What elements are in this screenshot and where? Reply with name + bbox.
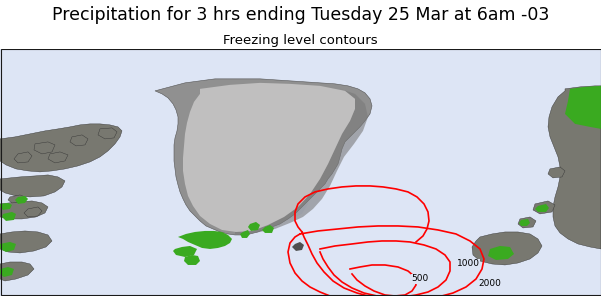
Polygon shape — [0, 231, 52, 253]
Polygon shape — [0, 262, 34, 281]
Polygon shape — [14, 152, 32, 163]
Polygon shape — [535, 204, 549, 212]
Polygon shape — [519, 219, 530, 226]
Text: 2000: 2000 — [478, 279, 501, 289]
Polygon shape — [48, 152, 68, 163]
Text: Precipitation for 3 hrs ending Tuesday 25 Mar at 6am -03: Precipitation for 3 hrs ending Tuesday 2… — [52, 6, 549, 24]
Polygon shape — [98, 128, 117, 139]
Polygon shape — [34, 142, 55, 154]
Polygon shape — [24, 207, 42, 217]
Polygon shape — [8, 195, 25, 203]
Polygon shape — [488, 246, 514, 260]
Polygon shape — [70, 135, 88, 146]
Text: 500: 500 — [411, 274, 429, 284]
Text: 1000: 1000 — [457, 260, 480, 268]
Polygon shape — [518, 217, 536, 228]
Polygon shape — [184, 255, 200, 265]
Polygon shape — [0, 175, 65, 197]
Polygon shape — [533, 201, 555, 214]
Polygon shape — [240, 230, 250, 238]
Polygon shape — [292, 242, 304, 251]
Polygon shape — [248, 222, 260, 231]
Text: Freezing level contours: Freezing level contours — [223, 33, 378, 46]
Polygon shape — [173, 246, 197, 257]
Polygon shape — [472, 232, 542, 265]
Polygon shape — [178, 231, 232, 249]
Polygon shape — [0, 267, 14, 277]
Polygon shape — [548, 86, 601, 249]
Polygon shape — [262, 225, 274, 233]
Polygon shape — [548, 167, 565, 178]
Polygon shape — [0, 201, 48, 219]
Polygon shape — [155, 79, 372, 235]
Polygon shape — [565, 86, 601, 129]
Polygon shape — [0, 124, 122, 172]
Polygon shape — [183, 83, 355, 232]
Polygon shape — [0, 203, 12, 210]
Polygon shape — [250, 187, 308, 221]
Polygon shape — [2, 212, 16, 221]
Polygon shape — [15, 196, 28, 204]
Polygon shape — [0, 242, 16, 252]
Polygon shape — [235, 89, 368, 234]
